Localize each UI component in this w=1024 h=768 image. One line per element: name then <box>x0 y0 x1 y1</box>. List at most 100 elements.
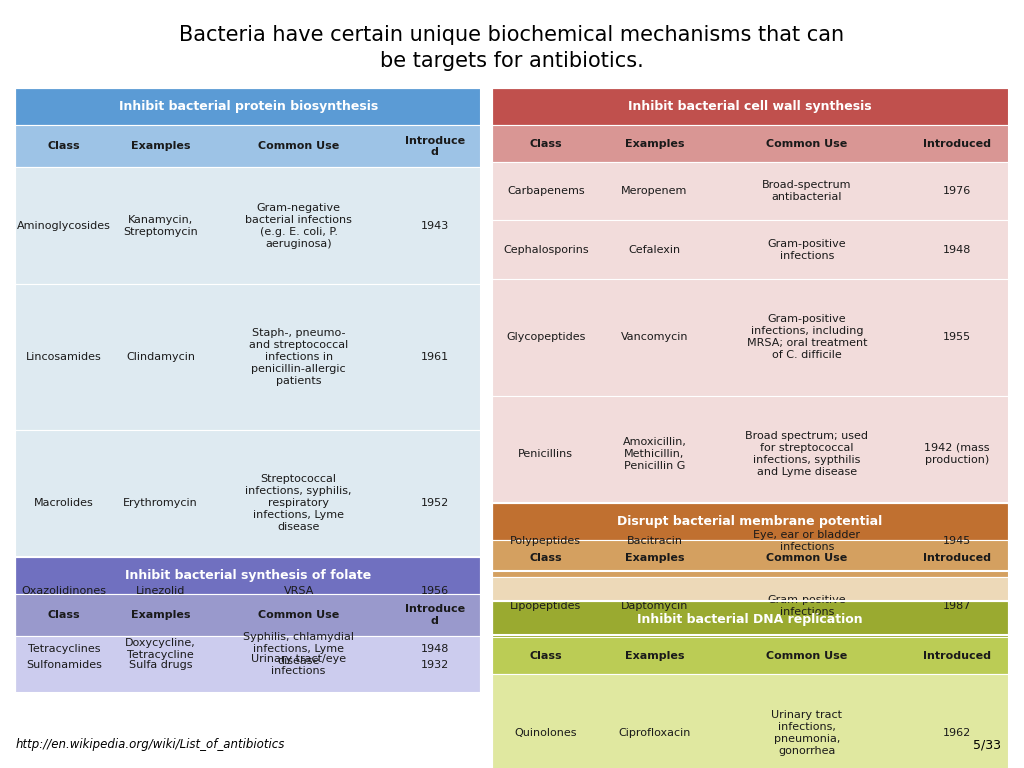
Bar <box>492 220 1009 279</box>
Bar <box>492 512 1009 571</box>
Text: 1976: 1976 <box>943 186 971 197</box>
Text: Examples: Examples <box>625 553 684 564</box>
Text: Introduce
d: Introduce d <box>404 604 465 626</box>
Text: Introduce
d: Introduce d <box>404 135 465 157</box>
Text: Inhibit bacterial synthesis of folate: Inhibit bacterial synthesis of folate <box>125 569 372 581</box>
Text: Kanamycin,
Streptomycin: Kanamycin, Streptomycin <box>123 215 198 237</box>
Text: Lipopeptides: Lipopeptides <box>510 601 582 611</box>
Text: Macrolides: Macrolides <box>34 498 93 508</box>
Bar <box>15 576 481 605</box>
Bar <box>15 167 481 284</box>
Text: Erythromycin: Erythromycin <box>123 498 198 508</box>
Text: Class: Class <box>529 553 562 564</box>
Text: Bacitracin: Bacitracin <box>627 536 682 547</box>
Bar <box>492 503 1009 540</box>
Bar <box>492 396 1009 512</box>
Text: 1943: 1943 <box>421 220 449 231</box>
Bar <box>15 557 481 694</box>
Text: Syphilis, chlamydial
infections, Lyme
disease: Syphilis, chlamydial infections, Lyme di… <box>243 632 354 666</box>
Text: VRSA: VRSA <box>284 585 313 596</box>
Text: Examples: Examples <box>625 138 684 149</box>
Text: Examples: Examples <box>131 610 190 620</box>
Text: 1952: 1952 <box>421 498 449 508</box>
Text: Urinary tract
infections,
pneumonia,
gonorrhea: Urinary tract infections, pneumonia, gon… <box>771 710 843 756</box>
Text: Sulfa drugs: Sulfa drugs <box>129 660 193 670</box>
Bar <box>492 601 1009 768</box>
Text: 1932: 1932 <box>421 660 449 670</box>
Text: Gram-negative
bacterial infections
(e.g. E. coli, P.
aeruginosa): Gram-negative bacterial infections (e.g.… <box>245 203 352 249</box>
Text: Aminoglycosides: Aminoglycosides <box>16 220 111 231</box>
Text: 1962: 1962 <box>943 727 971 738</box>
Text: Vancomycin: Vancomycin <box>621 332 688 343</box>
Bar <box>15 557 481 594</box>
Text: Introduced: Introduced <box>923 138 991 149</box>
Bar <box>492 162 1009 220</box>
Text: Clindamycin: Clindamycin <box>126 352 196 362</box>
Text: Oxazolidinones: Oxazolidinones <box>22 585 106 596</box>
Text: Staph-, pneumo-
and streptococcal
infections in
penicillin-allergic
patients: Staph-, pneumo- and streptococcal infect… <box>249 328 348 386</box>
Text: Glycopeptides: Glycopeptides <box>506 332 586 343</box>
Text: Common Use: Common Use <box>766 553 848 564</box>
Bar <box>15 594 481 636</box>
Text: Inhibit bacterial DNA replication: Inhibit bacterial DNA replication <box>637 613 863 625</box>
Text: Quinolones: Quinolones <box>515 727 578 738</box>
Text: Class: Class <box>47 141 80 151</box>
Text: Introduced: Introduced <box>923 553 991 564</box>
Text: 1955: 1955 <box>943 332 971 343</box>
Text: Introduced: Introduced <box>923 650 991 661</box>
Text: Lincosamides: Lincosamides <box>26 352 101 362</box>
Text: Cefalexin: Cefalexin <box>629 244 681 255</box>
Text: Linezolid: Linezolid <box>136 585 185 596</box>
Text: Common Use: Common Use <box>258 141 339 151</box>
Text: Disrupt bacterial membrane potential: Disrupt bacterial membrane potential <box>617 515 883 528</box>
Text: Bacteria have certain unique biochemical mechanisms that can: Bacteria have certain unique biochemical… <box>179 25 845 45</box>
Text: 1945: 1945 <box>943 536 971 547</box>
Text: Ciprofloxacin: Ciprofloxacin <box>618 727 690 738</box>
Text: Tetracyclines: Tetracyclines <box>28 644 100 654</box>
Text: Common Use: Common Use <box>766 650 848 661</box>
Text: Examples: Examples <box>131 141 190 151</box>
Bar <box>492 601 1009 637</box>
Text: Cephalosporins: Cephalosporins <box>503 244 589 255</box>
Bar <box>492 279 1009 396</box>
Text: Class: Class <box>529 138 562 149</box>
Text: Common Use: Common Use <box>258 610 339 620</box>
Bar <box>492 637 1009 674</box>
Text: Carbapenems: Carbapenems <box>507 186 585 197</box>
Text: Polypeptides: Polypeptides <box>510 536 582 547</box>
Text: 1948: 1948 <box>943 244 971 255</box>
Text: Daptomycin: Daptomycin <box>621 601 688 611</box>
Bar <box>15 605 481 693</box>
Text: 1987: 1987 <box>943 601 971 611</box>
Text: Gram-positive
infections, including
MRSA; oral treatment
of C. difficile: Gram-positive infections, including MRSA… <box>746 314 867 360</box>
Bar <box>492 88 1009 571</box>
Text: be targets for antibiotics.: be targets for antibiotics. <box>380 51 644 71</box>
Text: Urinary tract/eye
infections: Urinary tract/eye infections <box>251 654 346 676</box>
Text: 1961: 1961 <box>421 352 449 362</box>
Text: http://en.wikipedia.org/wiki/List_of_antibiotics: http://en.wikipedia.org/wiki/List_of_ant… <box>15 738 285 751</box>
Bar <box>492 577 1009 635</box>
Text: Class: Class <box>529 650 562 661</box>
Bar <box>15 88 481 125</box>
Text: Penicillins: Penicillins <box>518 449 573 459</box>
Text: Amoxicillin,
Methicillin,
Penicillin G: Amoxicillin, Methicillin, Penicillin G <box>623 437 686 471</box>
Text: 5/33: 5/33 <box>974 738 1001 751</box>
Text: 1956: 1956 <box>421 585 449 596</box>
Bar <box>15 284 481 430</box>
Text: Streptococcal
infections, syphilis,
respiratory
infections, Lyme
disease: Streptococcal infections, syphilis, resp… <box>246 474 352 532</box>
Bar <box>15 430 481 576</box>
Text: Inhibit bacterial protein biosynthesis: Inhibit bacterial protein biosynthesis <box>119 101 378 113</box>
Bar <box>15 636 481 694</box>
Text: Sulfonamides: Sulfonamides <box>26 660 101 670</box>
Text: Examples: Examples <box>625 650 684 661</box>
Text: Broad spectrum; used
for streptococcal
infections, sypthilis
and Lyme disease: Broad spectrum; used for streptococcal i… <box>745 431 868 477</box>
Text: 1948: 1948 <box>421 644 449 654</box>
Text: 1942 (mass
production): 1942 (mass production) <box>925 443 989 465</box>
Bar <box>492 125 1009 162</box>
Text: Eye, ear or bladder
infections: Eye, ear or bladder infections <box>754 531 860 552</box>
Bar <box>15 88 481 693</box>
Text: Common Use: Common Use <box>766 138 848 149</box>
Text: Meropenem: Meropenem <box>622 186 687 197</box>
Bar <box>492 503 1009 635</box>
Bar <box>492 674 1009 768</box>
